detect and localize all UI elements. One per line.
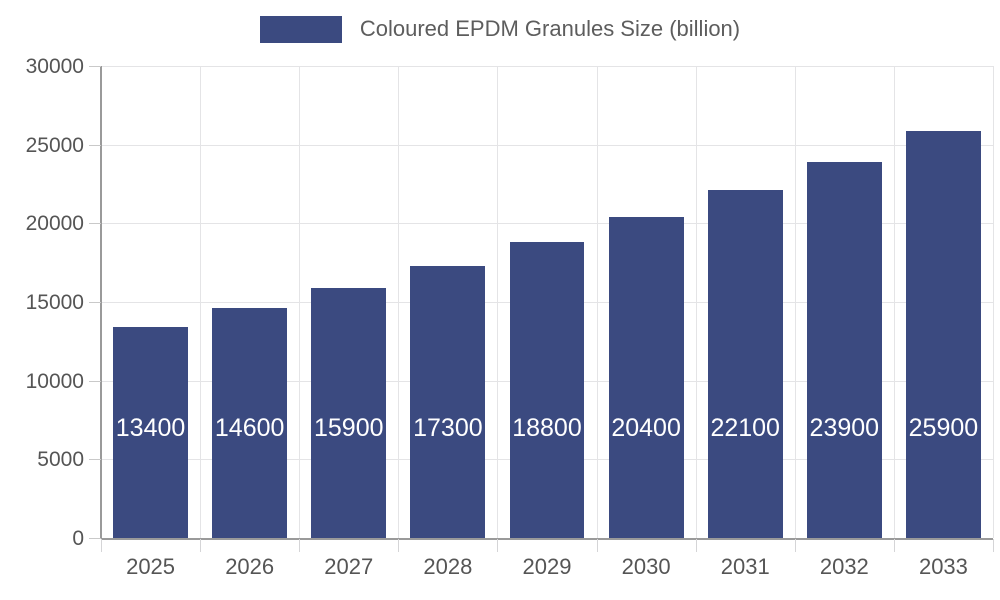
y-axis-tick-label: 30000 <box>25 55 84 78</box>
gridline-vertical <box>299 66 300 538</box>
gridline-vertical <box>398 66 399 538</box>
y-axis-tick <box>89 538 101 539</box>
x-axis-tick <box>101 539 102 552</box>
y-axis-tick-label: 25000 <box>25 133 84 157</box>
x-axis-tick-label: 2027 <box>324 554 374 579</box>
bar[interactable] <box>311 287 387 538</box>
x-axis-tick <box>696 539 697 552</box>
y-axis-tick <box>89 380 101 382</box>
x-axis-tick-label: 2026 <box>225 554 275 579</box>
x-axis-tick <box>299 539 300 552</box>
gridline-vertical <box>497 66 498 538</box>
x-axis-tick <box>497 539 498 552</box>
bar[interactable] <box>608 217 684 538</box>
bar[interactable] <box>113 327 188 538</box>
bar[interactable] <box>707 190 783 538</box>
legend-color-swatch <box>259 15 342 43</box>
gridline-vertical <box>894 66 895 538</box>
chart-legend: Coloured EPDM Granules Size (billion) <box>0 8 1000 50</box>
y-axis-tick <box>89 459 101 461</box>
legend-label: Coloured EPDM Granules Size (billion) <box>359 16 741 41</box>
x-axis-tick-label: 2031 <box>720 554 770 579</box>
legend-entry[interactable]: Coloured EPDM Granules Size (billion) <box>259 15 741 43</box>
x-axis-tick <box>597 539 598 552</box>
gridline-vertical <box>795 66 796 538</box>
x-axis-tick-label: 2029 <box>522 554 572 579</box>
bar[interactable] <box>906 130 981 538</box>
x-axis-tick <box>795 539 796 552</box>
x-axis-tick-label: 2025 <box>126 554 176 579</box>
y-axis-tick-label: 15000 <box>25 291 84 314</box>
bar[interactable] <box>212 308 288 538</box>
bar[interactable] <box>509 242 585 538</box>
y-axis-tick-label: 20000 <box>25 212 84 236</box>
y-axis-tick <box>89 223 101 225</box>
y-axis-tick <box>89 66 101 67</box>
y-axis-tick-label: 5000 <box>37 448 84 472</box>
gridline-vertical <box>696 66 697 538</box>
x-axis-tick-label: 2033 <box>918 554 968 579</box>
gridline-vertical <box>597 66 598 538</box>
x-axis-tick <box>993 539 994 552</box>
plot-area: 13400 14600 15900 17300 18800 20400 22100 23900… <box>101 66 994 539</box>
y-axis-tick <box>89 302 101 303</box>
gridline-horizontal <box>101 66 993 67</box>
gridline-vertical <box>993 66 994 538</box>
gridline-horizontal <box>101 223 993 225</box>
x-axis-tick-label: 2028 <box>423 554 473 579</box>
bar[interactable] <box>806 161 882 538</box>
x-axis-tick-label: 2030 <box>621 554 671 579</box>
x-axis-tick-label: 2032 <box>819 554 869 579</box>
gridline-horizontal <box>101 144 993 146</box>
x-axis-line <box>101 538 993 540</box>
x-axis-tick <box>200 539 201 552</box>
x-axis-tick <box>894 539 895 552</box>
bar[interactable] <box>410 265 486 538</box>
x-axis-tick <box>398 539 399 552</box>
y-axis-tick-label: 10000 <box>25 369 84 393</box>
y-axis-tick <box>89 144 101 146</box>
gridline-vertical <box>200 66 201 538</box>
y-axis-tick-label: 0 <box>72 527 84 550</box>
